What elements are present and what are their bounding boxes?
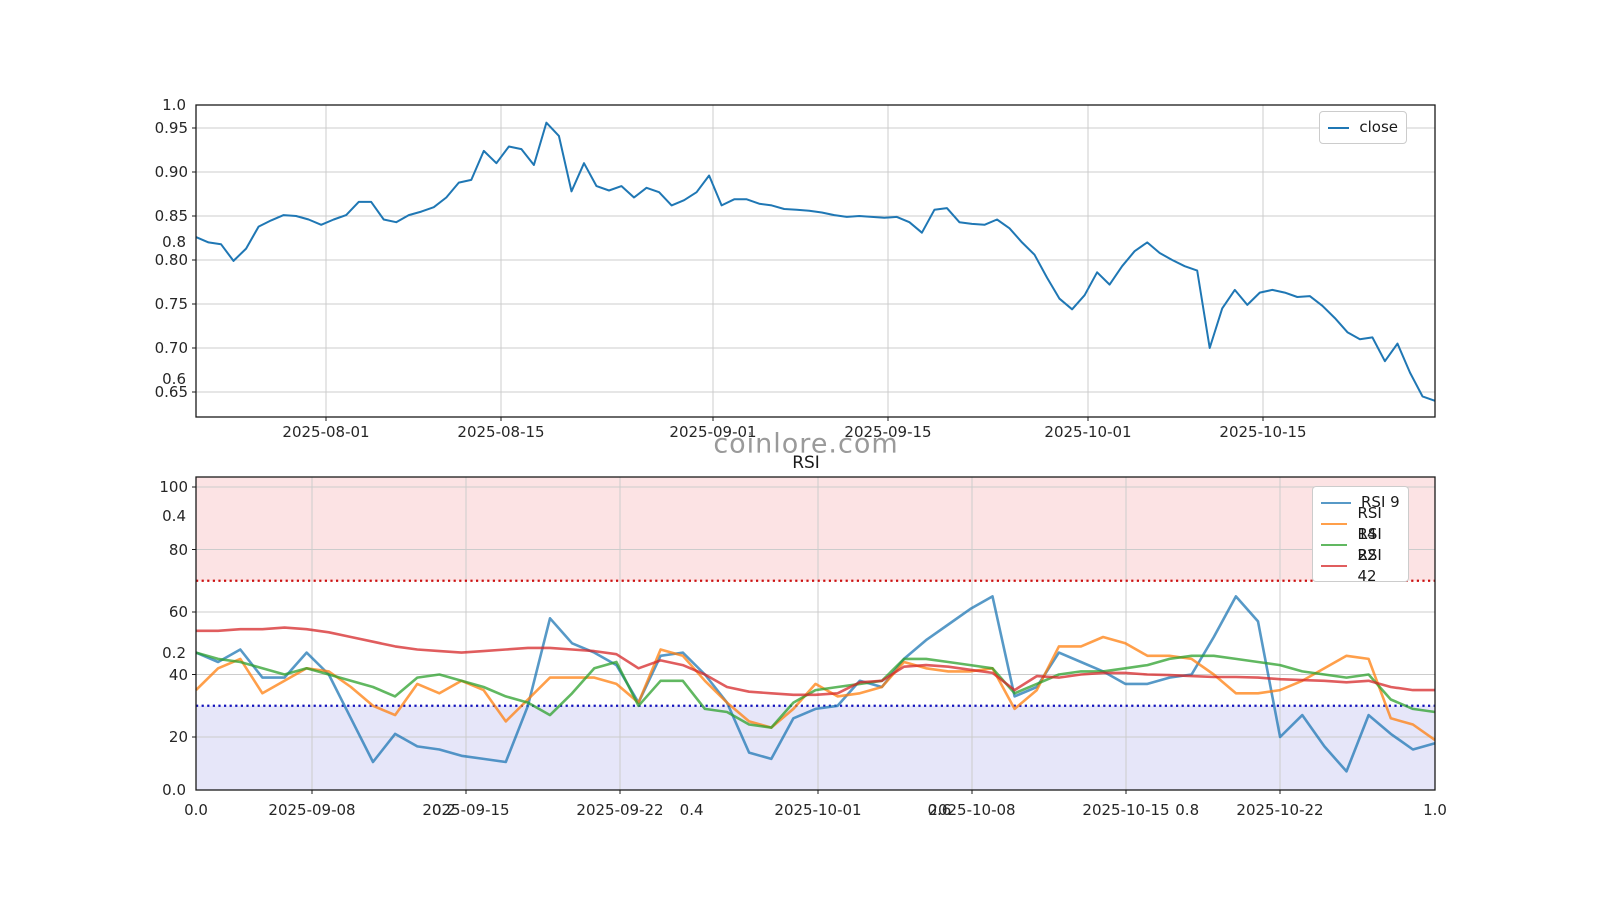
bottom-y-tick-label: 20 (168, 728, 188, 746)
top-x-tick-label: 2025-08-15 (457, 423, 545, 441)
legend-close: close (1319, 111, 1407, 144)
legend-line-swatch (1321, 543, 1348, 546)
watermark: coinlore.com (713, 428, 899, 460)
bottom-x-tick-label: 2025-10-22 (1236, 801, 1324, 819)
overlay-y-tick-label: 0.6 (162, 370, 186, 388)
overlay-x-tick-label: 0.2 (431, 801, 456, 819)
top-x-tick-label: 2025-09-15 (844, 423, 932, 441)
top-y-tick-label: 0.95 (154, 119, 188, 137)
legend-label: close (1359, 118, 1398, 136)
top-y-tick-label: 0.70 (154, 339, 188, 357)
bottom-y-tick-label: 60 (168, 603, 188, 621)
top-x-tick-label: 2025-08-01 (282, 423, 370, 441)
legend-item: RSI 42 (1321, 546, 1400, 585)
overlay-x-tick-label: 0.8 (1175, 801, 1200, 819)
legend-item: RSI 14 (1321, 504, 1400, 543)
legend-line-swatch (1321, 522, 1348, 525)
overlay-y-tick-label: 0.0 (162, 781, 186, 799)
top-axes-frame (195, 104, 1436, 418)
legend-rsi: RSI 9 RSI 14 RSI 22 RSI 42 (1312, 486, 1409, 585)
overlay-x-tick-label: 0.0 (184, 801, 208, 819)
overlay-y-tick-label: 0.4 (162, 507, 186, 525)
legend-label: RSI 14 (1357, 503, 1382, 543)
overlay-y-tick-label: 0.8 (162, 233, 186, 251)
legend-item: RSI 22 (1321, 525, 1400, 564)
overlay-x-tick-label: 0.4 (679, 801, 704, 819)
bottom-axes-frame (195, 476, 1436, 791)
top-y-tick-label: 0.90 (154, 163, 188, 181)
top-y-tick-label: 0.85 (154, 207, 188, 225)
bottom-x-tick-label: 2025-10-15 (1082, 801, 1170, 819)
rsi-line-rsi-22 (195, 651, 1436, 729)
legend-line-swatch (1328, 126, 1350, 129)
legend-label: RSI 42 (1357, 545, 1382, 585)
legend-label: RSI 9 (1361, 493, 1400, 511)
top-y-tick-label: 0.65 (154, 383, 188, 401)
legend-label: RSI 22 (1357, 524, 1382, 564)
close-line (195, 121, 1436, 402)
bottom-x-tick-label: 2025-10-08 (928, 801, 1016, 819)
bottom-x-tick-label: 2025-09-08 (268, 801, 356, 819)
top-y-tick-label: 0.80 (154, 251, 188, 269)
bottom-x-tick-label: 2025-09-15 (422, 801, 510, 819)
legend-line-swatch (1321, 501, 1351, 504)
top-y-tick-label: 0.75 (154, 295, 188, 313)
legend-item: RSI 9 (1321, 492, 1400, 513)
legend-item: close (1328, 117, 1398, 138)
overlay-x-tick-label: 0.6 (927, 801, 952, 819)
overlay-x-tick-label: 1.0 (1423, 801, 1447, 819)
bottom-x-tick-label: 2025-09-22 (576, 801, 664, 819)
overbought-band (196, 477, 1435, 581)
top-x-tick-label: 2025-10-01 (1044, 423, 1132, 441)
rsi-line-rsi-42 (196, 626, 1435, 697)
top-x-tick-label: 2025-09-01 (669, 423, 757, 441)
bottom-y-tick-label: 40 (168, 665, 188, 684)
rsi-line-rsi-14 (195, 635, 1436, 742)
bottom-y-tick-label: 80 (168, 540, 188, 559)
top-x-tick-label: 2025-10-15 (1219, 423, 1307, 441)
bottom-y-tick-label: 100 (159, 478, 188, 496)
overlay-y-tick-label: 1.0 (162, 96, 186, 114)
oversold-band (196, 705, 1435, 790)
overlay-y-tick-label: 0.2 (162, 644, 186, 662)
bottom-x-tick-label: 2025-10-01 (774, 801, 862, 819)
legend-line-swatch (1321, 564, 1348, 567)
rsi-panel-title: RSI (792, 453, 820, 473)
rsi-line-rsi-9 (195, 595, 1436, 773)
